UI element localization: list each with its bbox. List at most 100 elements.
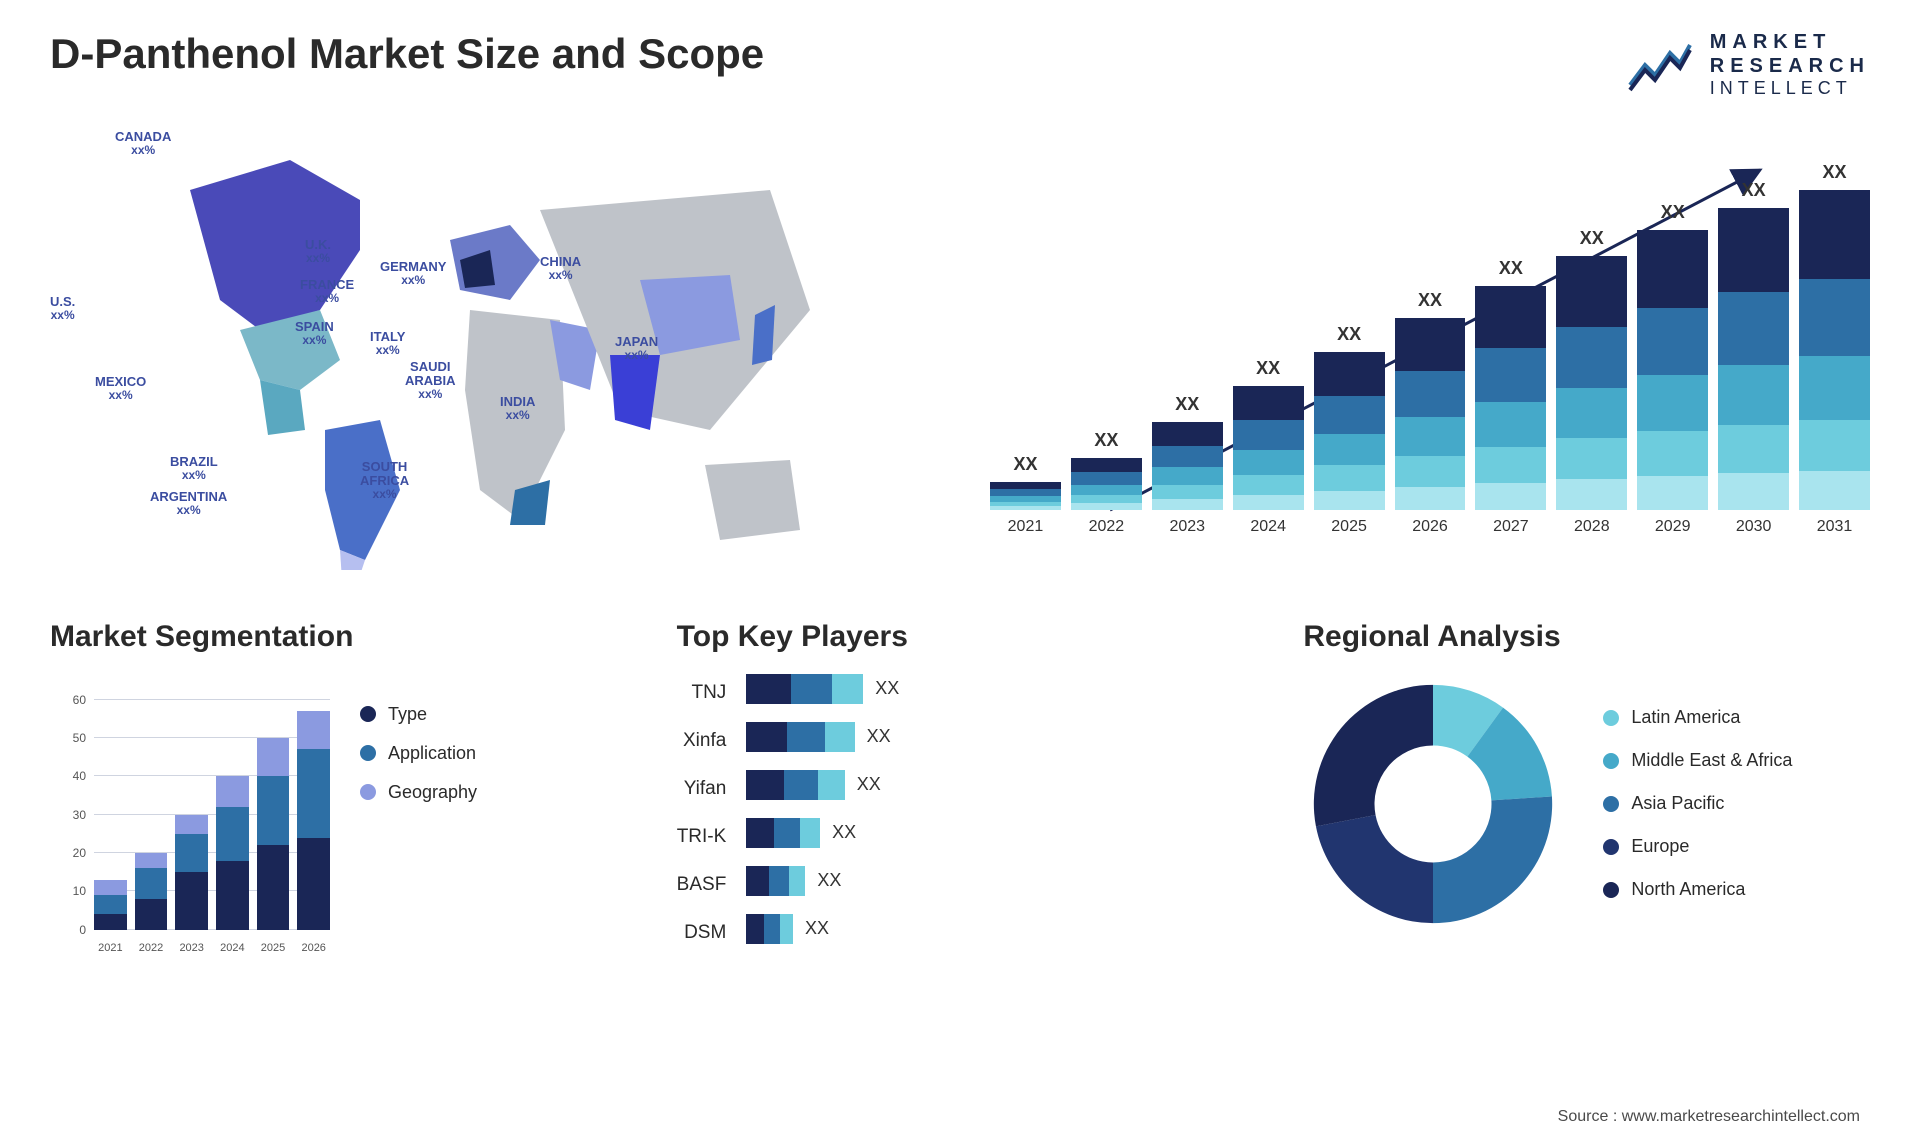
growth-bar-value: XX [1556,228,1627,249]
segmentation-bar [216,776,249,929]
bottom-row: Market Segmentation 0102030405060 202120… [50,620,1870,954]
growth-bar: XX [1233,386,1304,510]
player-bar-row: XX [746,722,1243,752]
player-value: XX [832,822,856,843]
map-label: BRAZILxx% [170,455,218,482]
growth-bar: XX [1152,422,1223,510]
player-value: XX [867,726,891,747]
player-value: XX [875,678,899,699]
map-label: SAUDIARABIAxx% [405,360,456,402]
donut-slice [1433,796,1552,923]
segmentation-x-label: 2026 [297,942,330,954]
legend-item: Application [360,743,477,764]
brand-logo: MARKET RESEARCH INTELLECT [1625,30,1870,100]
segmentation-bar [297,711,330,929]
growth-bar: XX [1395,318,1466,510]
page-title: D-Panthenol Market Size and Scope [50,30,764,78]
map-label: SPAINxx% [295,320,334,347]
growth-bar: XX [1071,458,1142,510]
legend-item: North America [1603,879,1792,900]
map-label: CHINAxx% [540,255,581,282]
segmentation-section: Market Segmentation 0102030405060 202120… [50,620,617,954]
growth-bars: XXXXXXXXXXXXXXXXXXXXXX [990,130,1870,510]
player-value: XX [805,918,829,939]
logo-line1: MARKET [1710,30,1870,54]
players-labels: TNJXinfaYifanTRI-KBASFDSM [677,674,727,948]
map-label: ITALYxx% [370,330,405,357]
growth-xaxis: 2021202220232024202520262027202820292030… [990,518,1870,536]
legend-item: Type [360,704,477,725]
growth-bar-value: XX [1475,258,1546,279]
growth-x-label: 2027 [1475,518,1546,536]
regional-section: Regional Analysis Latin America Middle Ea… [1303,620,1870,934]
growth-x-label: 2023 [1152,518,1223,536]
map-label: GERMANYxx% [380,260,446,287]
segmentation-bar [175,815,208,930]
map-label: FRANCExx% [300,278,354,305]
player-bar-row: XX [746,674,1243,704]
growth-x-label: 2022 [1071,518,1142,536]
growth-bar: XX [1637,230,1708,510]
segmentation-bar [135,853,168,930]
segmentation-x-label: 2025 [257,942,290,954]
map-label: SOUTHAFRICAxx% [360,460,409,502]
growth-bar-value: XX [1071,430,1142,451]
donut-slice [1314,684,1433,825]
map-label: JAPANxx% [615,335,658,362]
logo-line2: RESEARCH [1710,54,1870,78]
legend-item: Latin America [1603,707,1792,728]
growth-bar-value: XX [1718,180,1789,201]
player-label: Xinfa [677,726,727,756]
players-section: Top Key Players TNJXinfaYifanTRI-KBASFDS… [677,620,1244,948]
growth-bar-value: XX [1233,358,1304,379]
growth-bar: XX [1475,286,1546,510]
growth-x-label: 2031 [1799,518,1870,536]
logo-mark-icon [1625,35,1695,95]
map-label: MEXICOxx% [95,375,146,402]
growth-bar-value: XX [1799,162,1870,183]
growth-x-label: 2029 [1637,518,1708,536]
segmentation-x-label: 2022 [135,942,168,954]
players-title: Top Key Players [677,620,1244,654]
segmentation-x-label: 2024 [216,942,249,954]
player-bar-row: XX [746,914,1243,944]
world-map: CANADAxx%U.S.xx%MEXICOxx%BRAZILxx%ARGENT… [50,130,930,570]
growth-x-label: 2025 [1314,518,1385,536]
players-bars: XX XX XX XX XX XX [746,674,1243,948]
regional-legend: Latin AmericaMiddle East & AfricaAsia Pa… [1603,707,1792,900]
player-bar-row: XX [746,866,1243,896]
regional-title: Regional Analysis [1303,620,1870,654]
player-label: TRI-K [677,822,727,852]
donut-slice [1316,815,1433,923]
logo-line3: INTELLECT [1710,78,1870,100]
map-label: U.S.xx% [50,295,75,322]
growth-bar: XX [1556,256,1627,510]
player-label: Yifan [677,774,727,804]
regional-donut [1303,674,1563,934]
player-bar-row: XX [746,818,1243,848]
header: D-Panthenol Market Size and Scope MARKET… [50,30,1870,100]
source-text: Source : www.marketresearchintellect.com [1558,1108,1860,1126]
legend-item: Geography [360,782,477,803]
growth-x-label: 2026 [1395,518,1466,536]
player-label: BASF [677,870,727,900]
growth-x-label: 2024 [1233,518,1304,536]
segmentation-x-label: 2023 [175,942,208,954]
growth-x-label: 2021 [990,518,1061,536]
growth-x-label: 2028 [1556,518,1627,536]
growth-bar-value: XX [1152,394,1223,415]
growth-bar-value: XX [990,454,1061,475]
segmentation-bar [94,880,127,930]
player-label: TNJ [677,678,727,708]
player-value: XX [817,870,841,891]
map-label: U.K.xx% [305,238,331,265]
map-label: CANADAxx% [115,130,171,157]
legend-item: Middle East & Africa [1603,750,1792,771]
player-value: XX [857,774,881,795]
growth-bar-value: XX [1395,290,1466,311]
legend-item: Europe [1603,836,1792,857]
top-row: CANADAxx%U.S.xx%MEXICOxx%BRAZILxx%ARGENT… [50,130,1870,570]
growth-bar-value: XX [1314,324,1385,345]
map-label: INDIAxx% [500,395,535,422]
player-bar-row: XX [746,770,1243,800]
